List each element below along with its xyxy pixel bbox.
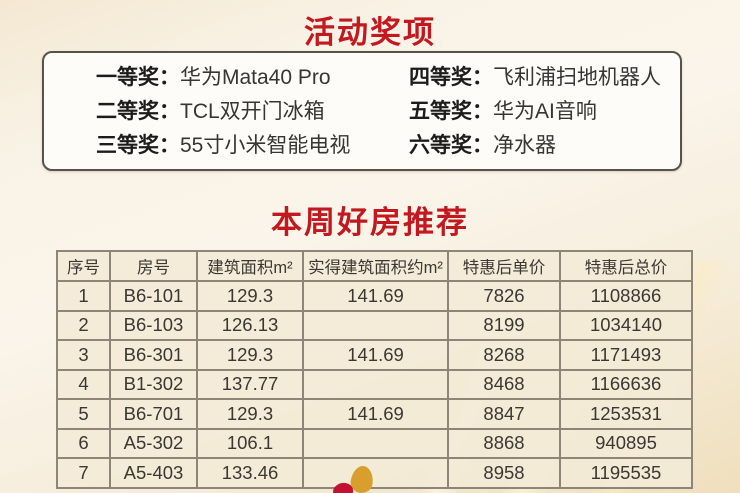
housing-table-head-row: 序号 房号 建筑面积m² 实得建筑面积约m² 特惠后单价 特惠后总价 [56, 250, 693, 282]
table-cell: 126.13 [196, 309, 304, 341]
table-cell: 1195535 [559, 457, 693, 489]
table-cell: B6-103 [109, 309, 198, 341]
table-cell [302, 457, 449, 489]
prize-item-fourth: 四等奖：飞利浦扫地机器人 [409, 66, 680, 89]
table-cell: A5-302 [109, 427, 198, 459]
prizes-section-title: 活动奖项 [304, 15, 436, 50]
table-cell [302, 309, 449, 341]
table-cell: 940895 [559, 427, 693, 459]
prize-column-left: 一等奖：华为Mata40 Pro 二等奖：TCL双开门冰箱 三等奖：55寸小米智… [44, 66, 409, 157]
prize-item-third: 三等奖：55寸小米智能电视 [96, 134, 409, 157]
table-cell: 2 [56, 309, 111, 341]
table-cell: 1034140 [559, 309, 693, 341]
housing-table-body: 1 B6-101 129.3 141.69 7826 1108866 2 B6-103 126.… [56, 280, 693, 489]
table-cell: 8268 [447, 339, 561, 371]
table-cell [302, 427, 449, 459]
table-cell: 106.1 [196, 427, 304, 459]
table-row: 1 B6-101 129.3 141.69 7826 1108866 [56, 280, 693, 312]
prize-value: 净水器 [493, 133, 556, 157]
table-cell: 133.46 [196, 457, 304, 489]
table-cell: 1171493 [559, 339, 693, 371]
table-cell: 4 [56, 368, 111, 400]
table-row: 7 A5-403 133.46 8958 1195535 [56, 457, 693, 489]
prize-rank-label: 一等奖： [96, 65, 180, 89]
table-cell: B6-701 [109, 398, 198, 430]
table-cell: 8468 [447, 368, 561, 400]
table-cell: 129.3 [196, 339, 304, 371]
prize-item-second: 二等奖：TCL双开门冰箱 [96, 100, 409, 123]
table-cell: 8958 [447, 457, 561, 489]
table-cell: 7826 [447, 280, 561, 312]
table-cell: 3 [56, 339, 111, 371]
table-cell: 137.77 [196, 368, 304, 400]
table-cell [302, 368, 449, 400]
prize-box: 一等奖：华为Mata40 Pro 二等奖：TCL双开门冰箱 三等奖：55寸小米智… [42, 51, 682, 171]
table-cell: 8868 [447, 427, 561, 459]
prize-rank-label: 四等奖： [409, 65, 493, 89]
table-row: 6 A5-302 106.1 8868 940895 [56, 427, 693, 459]
column-header: 房号 [109, 250, 198, 282]
prize-value: 华为AI音响 [493, 99, 597, 123]
column-header: 实得建筑面积约m² [302, 250, 449, 282]
table-row: 4 B1-302 137.77 8468 1166636 [56, 368, 693, 400]
table-cell: 8847 [447, 398, 561, 430]
prize-value: 飞利浦扫地机器人 [493, 65, 661, 89]
table-cell: 1 [56, 280, 111, 312]
table-row: 3 B6-301 129.3 141.69 8268 1171493 [56, 339, 693, 371]
prize-value: 55寸小米智能电视 [180, 133, 351, 157]
table-row: 2 B6-103 126.13 8199 1034140 [56, 309, 693, 341]
column-header: 特惠后总价 [559, 250, 693, 282]
prize-rank-label: 六等奖： [409, 133, 493, 157]
prize-item-first: 一等奖：华为Mata40 Pro [96, 66, 409, 89]
prize-rank-label: 二等奖： [96, 99, 180, 123]
prize-item-fifth: 五等奖：华为AI音响 [409, 100, 680, 123]
table-cell: 141.69 [302, 280, 449, 312]
prize-item-sixth: 六等奖：净水器 [409, 134, 680, 157]
column-header: 特惠后单价 [447, 250, 561, 282]
table-cell: 1253531 [559, 398, 693, 430]
housing-section-title: 本周好房推荐 [271, 205, 469, 240]
table-cell: B6-101 [109, 280, 198, 312]
housing-table: 序号 房号 建筑面积m² 实得建筑面积约m² 特惠后单价 特惠后总价 1 B6-101 129… [56, 250, 693, 489]
prize-rank-label: 五等奖： [409, 99, 493, 123]
table-cell: 1166636 [559, 368, 693, 400]
prize-value: TCL双开门冰箱 [180, 99, 325, 123]
table-cell: A5-403 [109, 457, 198, 489]
housing-table-head: 序号 房号 建筑面积m² 实得建筑面积约m² 特惠后单价 特惠后总价 [56, 250, 693, 282]
table-cell: 129.3 [196, 398, 304, 430]
table-cell: B6-301 [109, 339, 198, 371]
column-header: 建筑面积m² [196, 250, 304, 282]
table-cell: 129.3 [196, 280, 304, 312]
table-cell: 7 [56, 457, 111, 489]
table-cell: 1108866 [559, 280, 693, 312]
table-cell: 5 [56, 398, 111, 430]
prize-value: 华为Mata40 Pro [180, 65, 331, 89]
prize-column-right: 四等奖：飞利浦扫地机器人 五等奖：华为AI音响 六等奖：净水器 [409, 66, 680, 157]
prize-rank-label: 三等奖： [96, 133, 180, 157]
table-row: 5 B6-701 129.3 141.69 8847 1253531 [56, 398, 693, 430]
table-cell: 141.69 [302, 339, 449, 371]
table-cell: B1-302 [109, 368, 198, 400]
table-cell: 6 [56, 427, 111, 459]
column-header: 序号 [56, 250, 111, 282]
table-cell: 141.69 [302, 398, 449, 430]
table-cell: 8199 [447, 309, 561, 341]
